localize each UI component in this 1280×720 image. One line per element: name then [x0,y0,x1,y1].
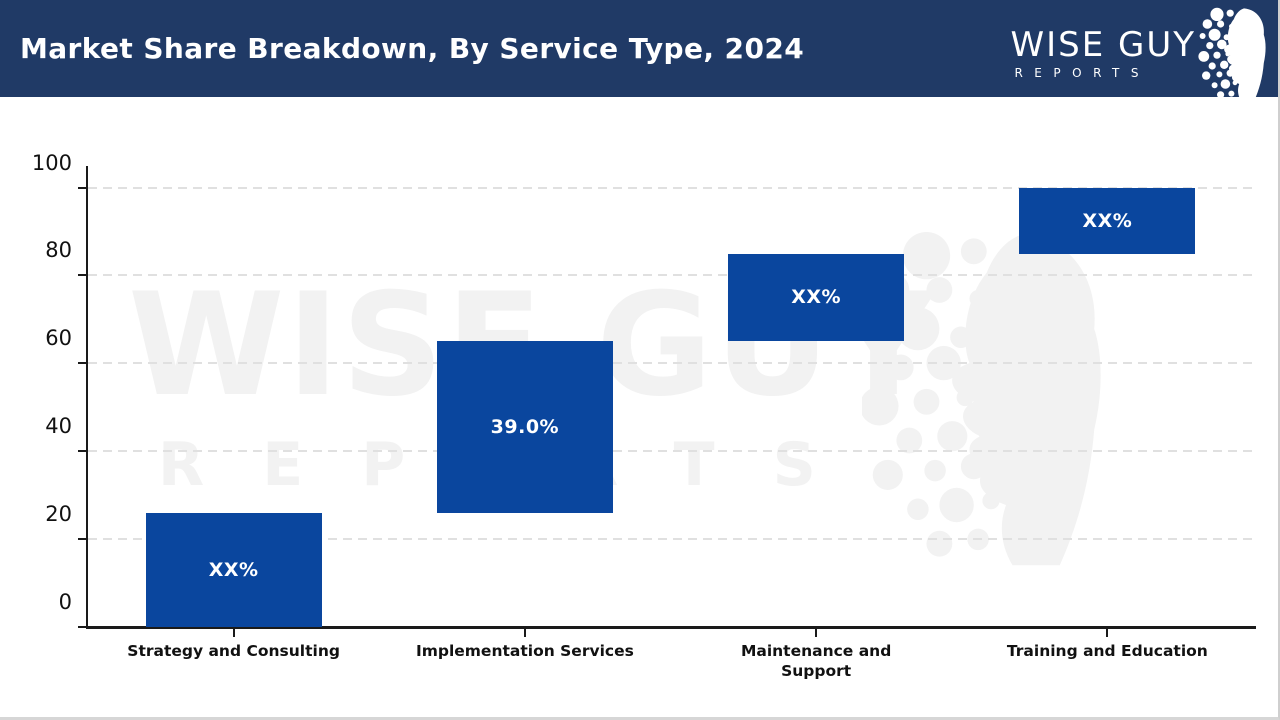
gridline [88,538,1253,541]
y-tick-label: 40 [45,414,72,439]
bar: XX% [1019,187,1196,254]
x-axis-line [86,626,1256,629]
y-tick-label: 60 [45,326,72,351]
gridline [88,274,1253,277]
category-label: Strategy and Consulting [127,642,340,660]
chart-title: Market Share Breakdown, By Service Type,… [20,32,805,65]
bar: 39.0% [436,341,613,513]
y-axis-line [86,166,88,629]
y-axis-tick [78,450,87,453]
x-axis-tick [1106,628,1109,637]
gridline [88,362,1253,365]
logo-text: WISE GUY REPORTS [1010,28,1196,80]
gridline [88,186,1253,189]
chart-area: WISE GUY REPORTS 020406080100XX%Strategy… [0,97,1278,717]
y-tick-label: 100 [31,150,72,175]
wise-guy-head-icon [1198,7,1266,101]
bar: XX% [145,512,322,627]
y-axis-tick [78,362,87,365]
bar-value-label: 39.0% [490,416,560,439]
y-axis-tick [78,626,87,628]
gridline [88,450,1253,453]
y-tick-label: 20 [45,502,72,527]
logo-wordmark: WISE GUY [1010,25,1196,65]
wise-guy-reports-logo: WISE GUY REPORTS [1010,6,1272,102]
x-axis-tick [523,628,526,637]
bar: XX% [728,253,905,342]
bar-value-label: XX% [791,286,842,309]
y-tick-label: 80 [45,238,72,263]
logo-tagline: REPORTS [1014,66,1150,80]
bar-value-label: XX% [1082,209,1133,232]
bar-value-label: XX% [208,558,259,581]
y-axis-tick [78,538,87,541]
y-axis-tick [78,186,87,189]
x-axis-tick [815,628,818,637]
category-label: Implementation Services [415,642,634,660]
y-axis-tick [78,274,87,277]
category-label: Maintenance and Support [740,642,892,680]
title-bar: Market Share Breakdown, By Service Type,… [0,0,1278,101]
x-axis-tick [232,628,235,637]
y-tick-label: 0 [58,590,72,614]
category-label: Training and Education [1006,642,1208,660]
plot-area: 0 20 40 60 80 100 XX% Strategy and Consulting 39… [32,151,1256,680]
